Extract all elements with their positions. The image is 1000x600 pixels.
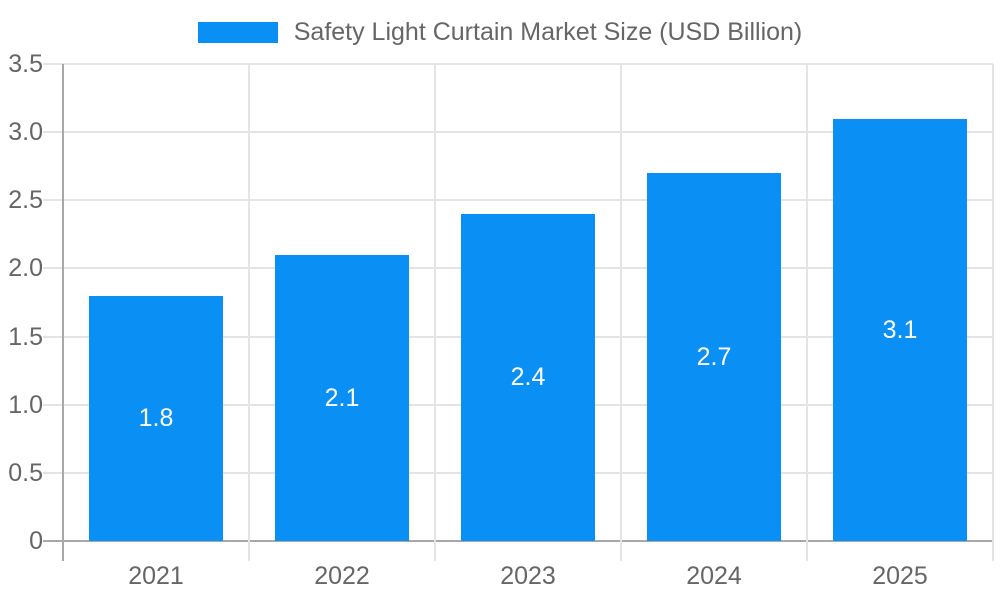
gridline-x-5 <box>992 64 994 541</box>
gridline-y-3.5 <box>63 63 993 65</box>
x-axis-label-2023: 2023 <box>500 562 556 590</box>
bar-2023[interactable]: 2.4 <box>461 214 595 541</box>
bar-2025[interactable]: 3.1 <box>833 119 967 541</box>
chart-legend[interactable]: Safety Light Curtain Market Size (USD Bi… <box>0 18 1000 46</box>
legend-label: Safety Light Curtain Market Size (USD Bi… <box>293 18 803 46</box>
y-axis-label: 1.5 <box>8 323 43 351</box>
y-axis-label: 0.5 <box>8 459 43 487</box>
tick-y-0.5 <box>43 472 63 474</box>
bar-value-label: 1.8 <box>138 404 174 432</box>
tick-x-3 <box>620 541 622 561</box>
tick-x-2 <box>434 541 436 561</box>
x-axis-label-2021: 2021 <box>128 562 184 590</box>
tick-y-2.5 <box>43 199 63 201</box>
tick-y-1.0 <box>43 404 63 406</box>
gridline-x-0 <box>62 64 64 541</box>
gridline-x-1 <box>248 64 250 541</box>
tick-y-0 <box>43 540 63 542</box>
gridline-x-3 <box>620 64 622 541</box>
y-axis-label: 3.0 <box>8 118 43 146</box>
bar-value-label: 2.1 <box>324 383 360 412</box>
y-axis-label: 2.5 <box>8 186 43 214</box>
bar-value-label: 2.7 <box>696 342 732 371</box>
bar-2024[interactable]: 2.7 <box>647 173 781 541</box>
y-axis-label: 1.0 <box>8 391 43 419</box>
bar-2022[interactable]: 2.1 <box>275 255 409 541</box>
x-axis-label-2024: 2024 <box>686 562 742 590</box>
tick-x-0 <box>62 541 64 561</box>
tick-y-3.5 <box>43 63 63 65</box>
y-axis-label: 0 <box>29 527 43 555</box>
tick-y-2.0 <box>43 267 63 269</box>
tick-x-4 <box>806 541 808 561</box>
gridline-y-0 <box>63 540 993 542</box>
bar-2021[interactable]: 1.8 <box>89 296 223 541</box>
x-axis-label-2022: 2022 <box>314 562 370 590</box>
legend-swatch-icon <box>197 22 278 43</box>
gridline-x-2 <box>434 64 436 541</box>
gridline-x-4 <box>806 64 808 541</box>
bar-value-label: 2.4 <box>510 363 546 391</box>
tick-y-3.0 <box>43 131 63 133</box>
y-axis-label: 2.0 <box>8 254 43 282</box>
gridline-y-2.5 <box>63 199 993 201</box>
tick-x-5 <box>992 541 994 561</box>
gridline-y-3.0 <box>63 131 993 133</box>
tick-y-1.5 <box>43 336 63 338</box>
y-axis-label: 3.5 <box>8 50 43 78</box>
tick-x-1 <box>248 541 250 561</box>
x-axis-label-2025: 2025 <box>872 562 928 590</box>
bar-value-label: 3.1 <box>882 315 918 344</box>
